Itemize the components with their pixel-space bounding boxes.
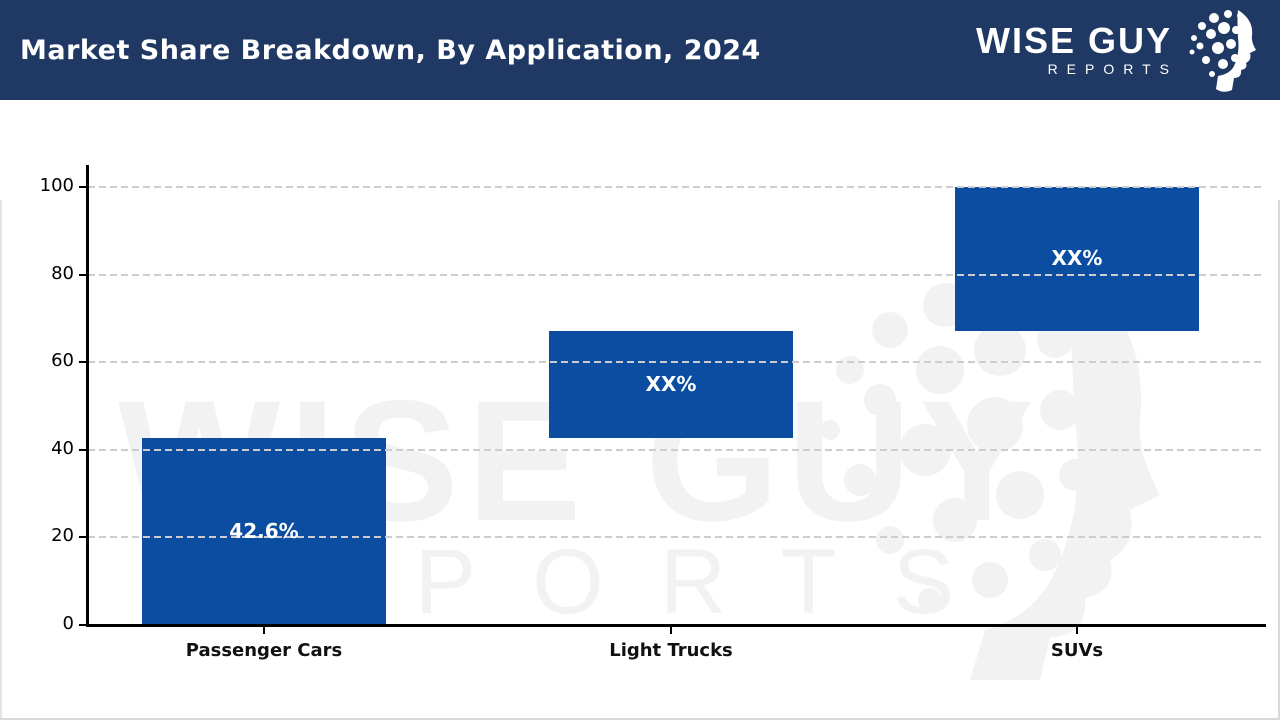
x-axis-tick	[1076, 627, 1078, 634]
y-axis-line	[86, 165, 89, 627]
y-tick-label: 80	[51, 262, 74, 284]
y-axis-tick	[79, 624, 87, 626]
y-tick-label: 40	[51, 437, 74, 459]
y-axis-tick	[79, 186, 87, 188]
image-bottom-border	[0, 718, 1280, 720]
header-band: Market Share Breakdown, By Application, …	[0, 0, 1280, 100]
bar-value-label: 42.6%	[229, 518, 299, 543]
y-axis-tick	[79, 536, 87, 539]
y-axis-tick	[79, 448, 87, 451]
watermark-face-icon	[740, 210, 1210, 684]
grid-line	[88, 273, 1262, 276]
grid-line	[88, 186, 1262, 188]
logo-text: WISE GUY REPORTS	[975, 20, 1172, 78]
x-tick-label: SUVs	[1050, 640, 1104, 661]
grid-line	[88, 361, 1262, 364]
y-tick-label: 60	[51, 350, 74, 372]
page-title: Market Share Breakdown, By Application, …	[20, 34, 761, 66]
logo-subtitle: REPORTS	[1047, 61, 1178, 77]
y-tick-label: 0	[62, 613, 74, 634]
bar-suvs	[955, 187, 1199, 331]
grid-line	[88, 536, 1262, 539]
bar-value-label: XX%	[645, 371, 697, 396]
x-tick-label: Light Trucks	[609, 640, 733, 661]
y-tick-label: 100	[39, 175, 74, 196]
bar-value-label: XX%	[1051, 245, 1103, 270]
x-tick-label: Passenger Cars	[185, 640, 343, 661]
logo-face-icon	[1178, 4, 1266, 96]
x-axis-tick	[263, 627, 265, 634]
bar-light-trucks	[549, 330, 793, 439]
y-axis-tick	[79, 361, 87, 364]
grid-line	[88, 448, 1262, 451]
x-axis-line	[86, 624, 1266, 627]
image-right-border	[1278, 200, 1280, 720]
y-axis-tick	[79, 273, 87, 276]
bar-passenger-cars	[142, 438, 386, 625]
image-left-border	[0, 200, 2, 720]
logo-wordmark: WISE GUY	[975, 20, 1172, 61]
y-tick-label: 20	[51, 525, 74, 547]
wiseguy-logo: WISE GUY REPORTS	[976, 4, 1266, 96]
x-axis-tick	[670, 627, 672, 634]
chart-area: WISE GUY REPORTS 0 20 40 60 80 100 Passenger C…	[0, 100, 1280, 720]
